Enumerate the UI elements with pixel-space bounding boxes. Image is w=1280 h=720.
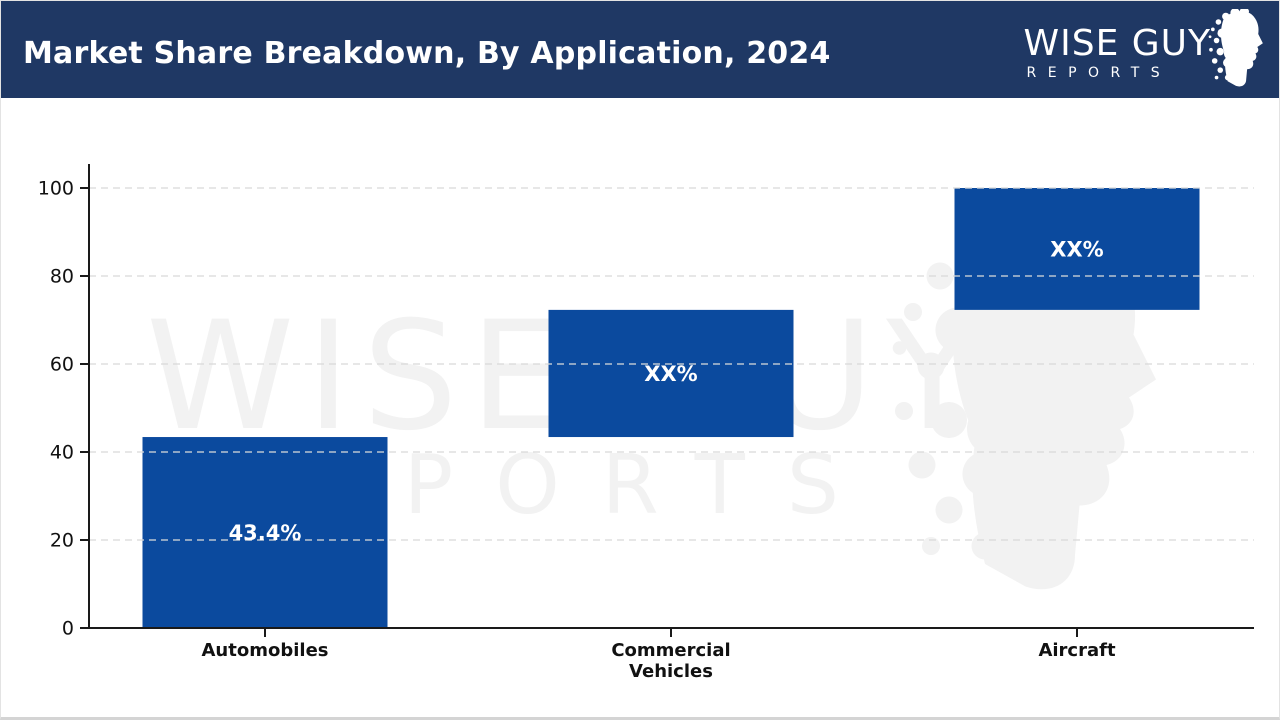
- logo-subtitle: REPORTS: [1026, 65, 1172, 82]
- chart-area: WISE GUY REPORTS 43.4% XX% XX% 0 20 40 60 80 100…: [1, 98, 1279, 717]
- y-tick-label: 0: [62, 618, 74, 640]
- y-tick-label: 20: [50, 530, 74, 552]
- bar-0: [142, 437, 388, 628]
- labels-group: 43.4% XX% XX% 0 20 40 60 80 100 Automobiles Commer…: [38, 178, 1116, 683]
- bar-value-label: XX%: [644, 362, 697, 386]
- gridlines-group: [89, 187, 1254, 541]
- bar-value-label: 43.4%: [229, 521, 302, 545]
- category-label: Automobiles: [202, 640, 329, 661]
- header-banner: Market Share Breakdown, By Application, …: [1, 1, 1279, 98]
- category-label: Commercial: [611, 640, 730, 661]
- dotted-face-icon: [1208, 9, 1263, 87]
- axes-group: [80, 164, 1254, 637]
- y-tick-label: 100: [38, 178, 74, 200]
- bar-value-label: XX%: [1050, 237, 1103, 261]
- chart-title: Market Share Breakdown, By Application, …: [23, 36, 831, 71]
- y-tick-label: 60: [50, 354, 74, 376]
- logo-wordmark: WISE GUY: [1023, 22, 1211, 64]
- bar-1: [548, 309, 794, 438]
- category-label: Aircraft: [1038, 640, 1116, 661]
- bars-group: [142, 188, 1200, 628]
- y-tick-label: 40: [50, 442, 74, 464]
- category-label: Vehicles: [629, 661, 713, 682]
- bar-chart: WISE GUY REPORTS 43.4%XX%XX%020406080100…: [38, 164, 1254, 683]
- bar-2: [954, 188, 1200, 310]
- logo-text: WISE GUY REPORTS: [1023, 22, 1212, 82]
- y-tick-label: 80: [50, 266, 74, 288]
- wiseguy-logo: WISE GUY REPORTS: [1024, 9, 1268, 97]
